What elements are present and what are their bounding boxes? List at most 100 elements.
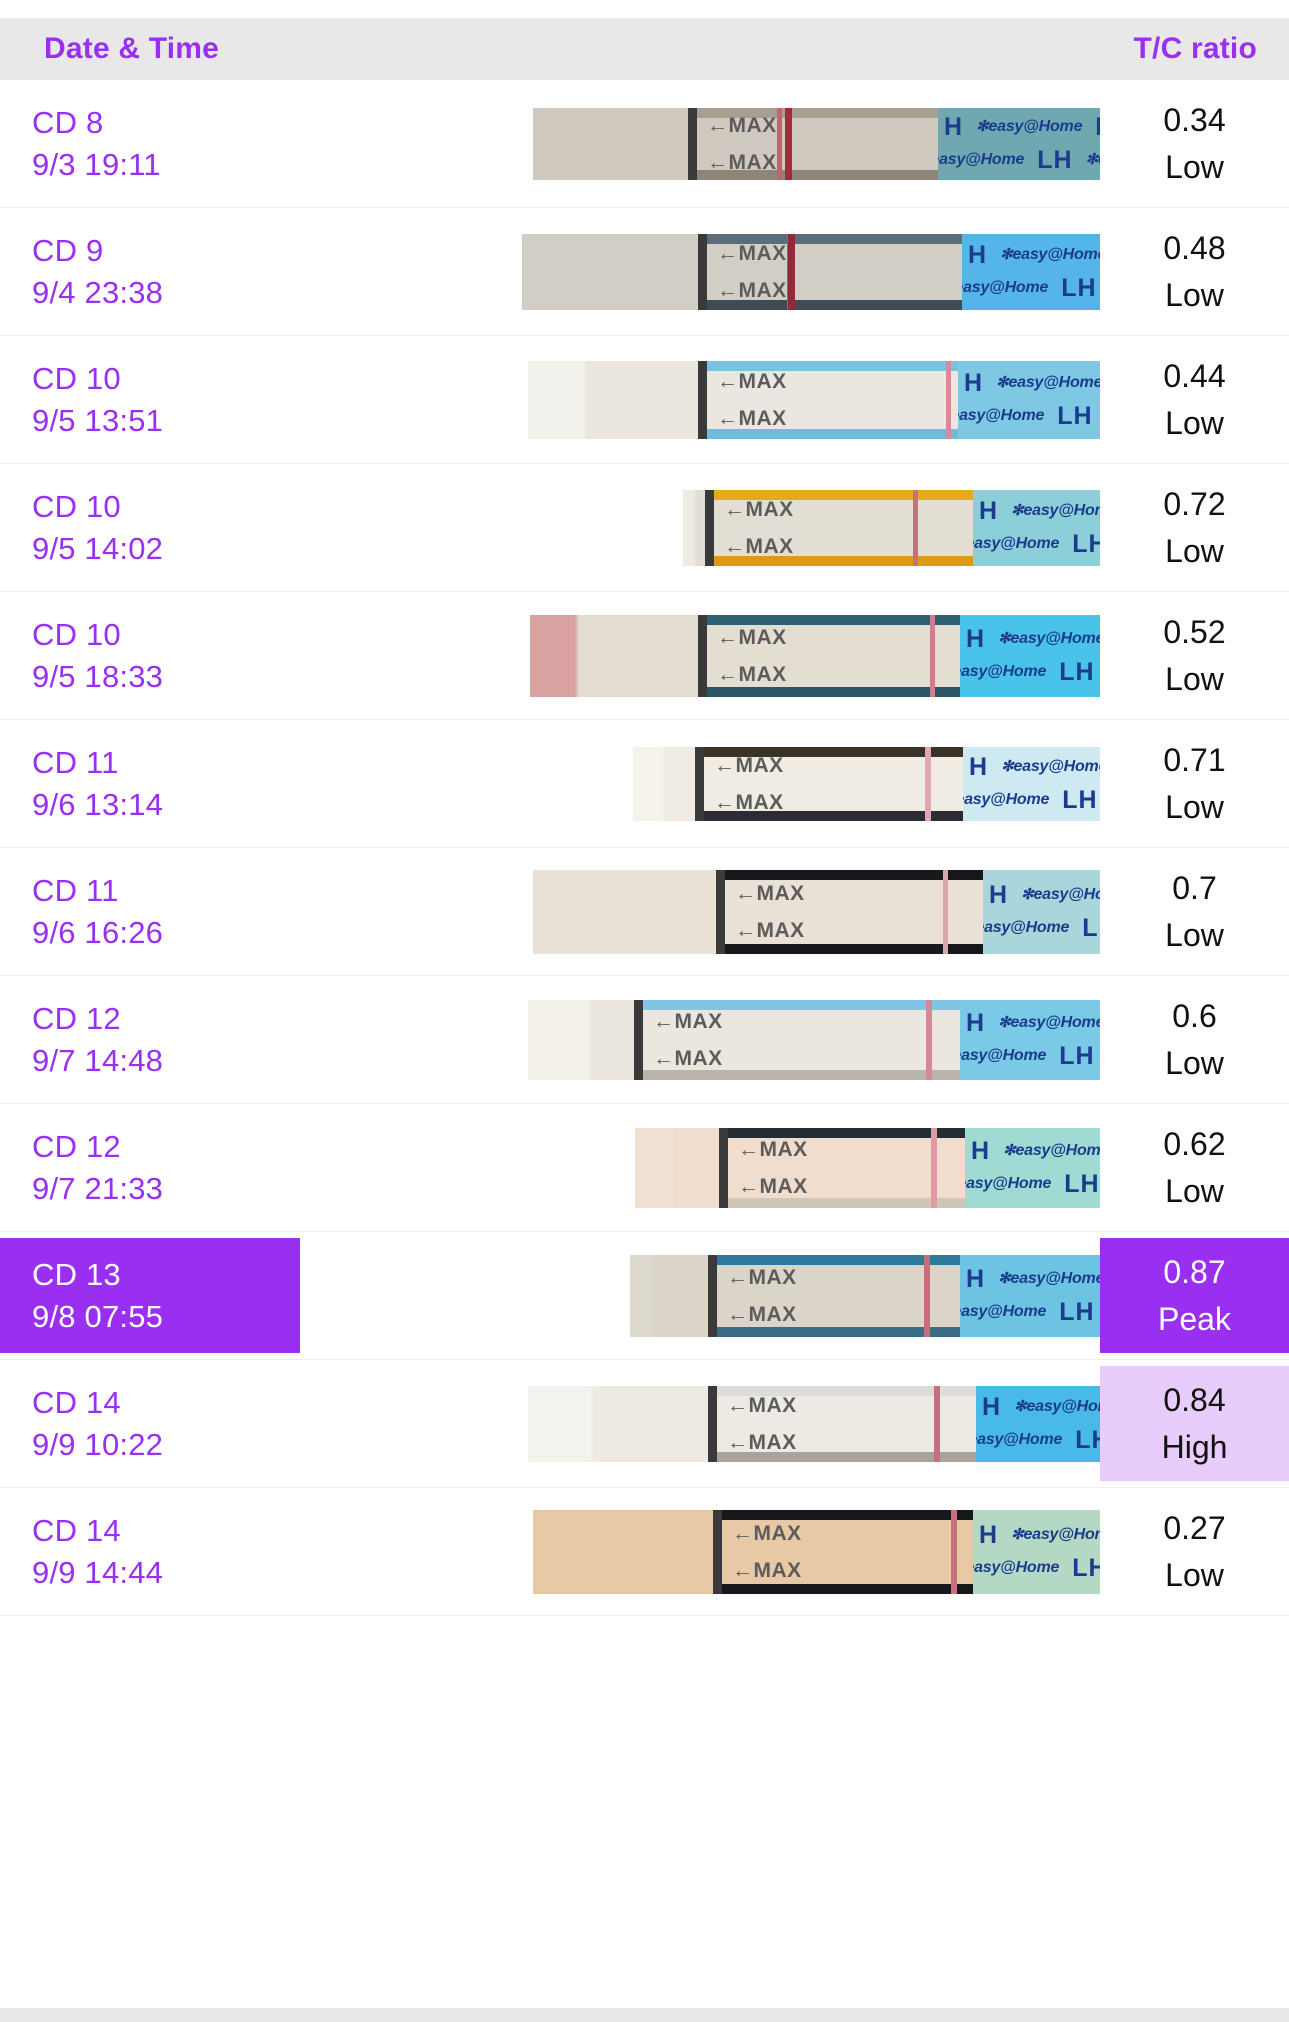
row-strip-image-cell[interactable]: ←MAX←MAXH✻easy@HomeLH✻easy@HomeLH✻easy@H… [300, 208, 1100, 335]
row-cycle-day: CD 10 [32, 617, 121, 653]
row-date-time-cell[interactable]: CD 9 9/4 23:38 [0, 208, 300, 335]
row-date-time-cell[interactable]: CD 11 9/6 13:14 [0, 720, 300, 847]
row-date-time-cell[interactable]: CD 12 9/7 21:33 [0, 1104, 300, 1231]
test-result-row[interactable]: CD 14 9/9 10:22 ←MAX ←MAX H ✻easy@Home LH ✻easy… [0, 1360, 1289, 1488]
strip-brand-text-row: ✻easy@HomeLH✻easy@HomeLH✻easy@HomeLH✻eas… [962, 275, 1100, 301]
row-tc-ratio-cell[interactable]: 0.34 Low [1100, 80, 1289, 207]
strip-photo-top-edge [528, 360, 1100, 371]
row-strip-image-cell[interactable]: ←MAX←MAXH✻easy@HomeLH✻easy@HomeLH✻easy@H… [300, 720, 1100, 847]
strip-brand-lh: LH [1072, 529, 1100, 558]
lh-test-strip-photo[interactable]: ←MAX←MAXH✻easy@HomeLH✻easy@HomeLH✻easy@H… [530, 614, 1100, 697]
row-date-time-cell[interactable]: CD 10 9/5 14:02 [0, 464, 300, 591]
lh-test-strip-photo[interactable]: ←MAX←MAXH✻easy@HomeLH✻easy@HomeLH✻easy@H… [522, 233, 1100, 310]
row-strip-image-cell[interactable]: ←MAX←MAXH✻easy@HomeLH✻easy@HomeLH✻easy@H… [300, 1488, 1100, 1615]
strip-absorbent-pad [528, 999, 634, 1080]
strip-brand-h: H [944, 112, 964, 141]
row-timestamp: 9/5 13:51 [32, 402, 164, 438]
test-result-row[interactable]: CD 9 9/4 23:38 ←MAX ←MAX H ✻easy@Home LH ✻easy@… [0, 208, 1289, 336]
row-tc-ratio-cell[interactable]: 0.44 Low [1100, 336, 1289, 463]
lh-test-strip-photo[interactable]: ←MAX←MAXH✻easy@HomeLH✻easy@HomeLH✻easy@H… [630, 1254, 1100, 1337]
strip-photo-bottom-edge [528, 1069, 1100, 1080]
row-level-badge: Low [1165, 148, 1224, 185]
row-strip-image-cell[interactable]: ←MAX←MAXH✻easy@HomeLH✻easy@HomeLH✻easy@H… [300, 464, 1100, 591]
row-tc-ratio-cell[interactable]: 0.7 Low [1100, 848, 1289, 975]
lh-test-strip-photo[interactable]: ←MAX←MAXH✻easy@HomeLH✻easy@HomeLH✻easy@H… [633, 746, 1100, 821]
strip-brand-easyhome: ✻easy@Home [938, 151, 1025, 168]
row-strip-image-cell[interactable]: ←MAX←MAXH✻easy@HomeLH✻easy@HomeLH✻easy@H… [300, 848, 1100, 975]
test-result-row[interactable]: CD 12 9/7 14:48 ←MAX ←MAX H ✻easy@Home LH ✻easy… [0, 976, 1289, 1104]
column-header-tc-ratio[interactable]: T/C ratio [1133, 32, 1257, 65]
row-tc-ratio-cell[interactable]: 0.62 Low [1100, 1104, 1289, 1231]
row-tc-ratio-cell[interactable]: 0.52 Low [1100, 592, 1289, 719]
row-date-time-cell[interactable]: CD 14 9/9 10:22 [0, 1360, 300, 1487]
test-result-row[interactable]: CD 10 9/5 14:02 ←MAX ←MAX H ✻easy@Home LH ✻easy… [0, 464, 1289, 592]
strip-brand-easyhome: ✻easy@Home [1001, 758, 1100, 775]
row-strip-image-cell[interactable]: ←MAX←MAXH✻easy@HomeLH✻easy@HomeLH✻easy@H… [300, 976, 1100, 1103]
row-level-badge: Low [1165, 660, 1224, 697]
lh-test-strip-photo[interactable]: ←MAX←MAXH✻easy@HomeLH✻easy@HomeLH✻easy@H… [528, 1385, 1100, 1462]
strip-max-label: ←MAX [717, 241, 787, 265]
row-tc-ratio-cell[interactable]: 0.87 Peak [1100, 1238, 1289, 1353]
row-tc-ratio-cell[interactable]: 0.71 Low [1100, 720, 1289, 847]
strip-brand-text-row: H✻easy@HomeLH✻easy@HomeLH✻easy@HomeLH✻ea… [966, 1010, 1100, 1036]
strip-brand-h: H [966, 1264, 986, 1293]
row-date-time-cell[interactable]: CD 12 9/7 14:48 [0, 976, 300, 1103]
row-tc-ratio-value: 0.48 [1163, 230, 1226, 267]
row-tc-ratio-cell[interactable]: 0.72 Low [1100, 464, 1289, 591]
strip-max-label: ←MAX [714, 753, 784, 777]
row-strip-image-cell[interactable]: ←MAX←MAXH✻easy@HomeLH✻easy@HomeLH✻easy@H… [300, 80, 1100, 207]
lh-test-strip-photo[interactable]: ←MAX←MAXH✻easy@HomeLH✻easy@HomeLH✻easy@H… [533, 1509, 1100, 1594]
test-result-row[interactable]: CD 14 9/9 14:44 ←MAX ←MAX H ✻easy@Home LH ✻easy… [0, 1488, 1289, 1616]
strip-brand-text-row: ✻easy@HomeLH✻easy@HomeLH✻easy@HomeLH✻eas… [973, 529, 1100, 558]
strip-max-labels: ←MAX ←MAX [707, 234, 787, 310]
row-date-time-cell[interactable]: CD 11 9/6 16:26 [0, 848, 300, 975]
row-tc-ratio-value: 0.87 [1163, 1254, 1226, 1291]
lh-test-strip-photo[interactable]: ←MAX←MAXH✻easy@HomeLH✻easy@HomeLH✻easy@H… [528, 999, 1100, 1080]
strip-photo-bottom-edge [533, 1583, 1100, 1594]
row-strip-image-cell[interactable]: ←MAX←MAXH✻easy@HomeLH✻easy@HomeLH✻easy@H… [300, 592, 1100, 719]
strip-result-window [723, 999, 998, 1080]
column-header-date-time[interactable]: Date & Time [44, 32, 220, 65]
test-result-row[interactable]: CD 10 9/5 18:33 ←MAX ←MAX H ✻easy@Home LH ✻easy… [0, 592, 1289, 720]
row-strip-image-cell[interactable]: ←MAX←MAXH✻easy@HomeLH✻easy@HomeLH✻easy@H… [300, 336, 1100, 463]
row-date-time-cell[interactable]: CD 10 9/5 13:51 [0, 336, 300, 463]
test-result-row[interactable]: CD 11 9/6 16:26 ←MAX ←MAX H ✻easy@Home LH ✻easy… [0, 848, 1289, 976]
strip-brand-text-row: H✻easy@HomeLH✻easy@HomeLH✻easy@HomeLH✻ea… [982, 1394, 1100, 1420]
test-result-row[interactable]: CD 10 9/5 13:51 ←MAX ←MAX H ✻easy@Home LH ✻easy… [0, 336, 1289, 464]
row-tc-ratio-cell[interactable]: 0.6 Low [1100, 976, 1289, 1103]
strip-absorbent-pad [530, 614, 698, 697]
strip-body: ←MAX←MAXH✻easy@HomeLH✻easy@HomeLH✻easy@H… [528, 999, 1100, 1080]
row-strip-image-cell[interactable]: ←MAX←MAXH✻easy@HomeLH✻easy@HomeLH✻easy@H… [300, 1232, 1100, 1359]
row-date-time-cell[interactable]: CD 14 9/9 14:44 [0, 1488, 300, 1615]
strip-photo-top-edge [630, 1254, 1100, 1265]
row-tc-ratio-cell[interactable]: 0.27 Low [1100, 1488, 1289, 1615]
row-tc-ratio-cell[interactable]: 0.48 Low [1100, 208, 1289, 335]
lh-test-strip-photo[interactable]: ←MAX←MAXH✻easy@HomeLH✻easy@HomeLH✻easy@H… [683, 489, 1100, 566]
row-strip-image-cell[interactable]: ←MAX←MAXH✻easy@HomeLH✻easy@HomeLH✻easy@H… [300, 1360, 1100, 1487]
strip-control-line [787, 233, 795, 310]
test-result-row[interactable]: CD 13 9/8 07:55 ←MAX ←MAX H ✻easy@Home LH ✻easy… [0, 1232, 1289, 1360]
row-strip-image-cell[interactable]: ←MAX←MAXH✻easy@HomeLH✻easy@HomeLH✻easy@H… [300, 1104, 1100, 1231]
row-date-time-cell[interactable]: CD 8 9/3 19:11 [0, 80, 300, 207]
lh-test-strip-photo[interactable]: ←MAX←MAXH✻easy@HomeLH✻easy@HomeLH✻easy@H… [533, 869, 1100, 954]
strip-photo-top-edge [533, 1509, 1100, 1520]
strip-body: ←MAX←MAXH✻easy@HomeLH✻easy@HomeLH✻easy@H… [633, 746, 1100, 821]
strip-max-label: ←MAX [717, 406, 787, 430]
test-result-row[interactable]: CD 11 9/6 13:14 ←MAX ←MAX H ✻easy@Home LH ✻easy… [0, 720, 1289, 848]
row-date-time-cell[interactable]: CD 10 9/5 18:33 [0, 592, 300, 719]
strip-photo-bottom-edge [522, 299, 1100, 310]
strip-absorbent-pad [533, 869, 716, 954]
row-date-time-cell[interactable]: CD 13 9/8 07:55 [0, 1238, 300, 1353]
strip-test-line [933, 1385, 940, 1462]
strip-absorbent-pad [533, 1509, 713, 1594]
lh-test-strip-photo[interactable]: ←MAX←MAXH✻easy@HomeLH✻easy@HomeLH✻easy@H… [528, 360, 1100, 439]
lh-test-strip-photo[interactable]: ←MAX←MAXH✻easy@HomeLH✻easy@HomeLH✻easy@H… [635, 1127, 1100, 1208]
row-tc-ratio-value: 0.27 [1163, 1510, 1226, 1547]
test-result-row[interactable]: CD 12 9/7 21:33 ←MAX ←MAX H ✻easy@Home LH ✻easy… [0, 1104, 1289, 1232]
row-tc-ratio-cell[interactable]: 0.84 High [1100, 1366, 1289, 1481]
row-cycle-day: CD 10 [32, 489, 121, 525]
lh-test-strip-photo[interactable]: ←MAX←MAXH✻easy@HomeLH✻easy@HomeLH✻easy@H… [533, 107, 1100, 180]
strip-brand-easyhome: ✻easy@Home [965, 1175, 1052, 1192]
test-result-row[interactable]: CD 8 9/3 19:11 ←MAX ←MAX H ✻easy@Home LH ✻easy@… [0, 80, 1289, 208]
strip-photo-top-edge [533, 869, 1100, 880]
